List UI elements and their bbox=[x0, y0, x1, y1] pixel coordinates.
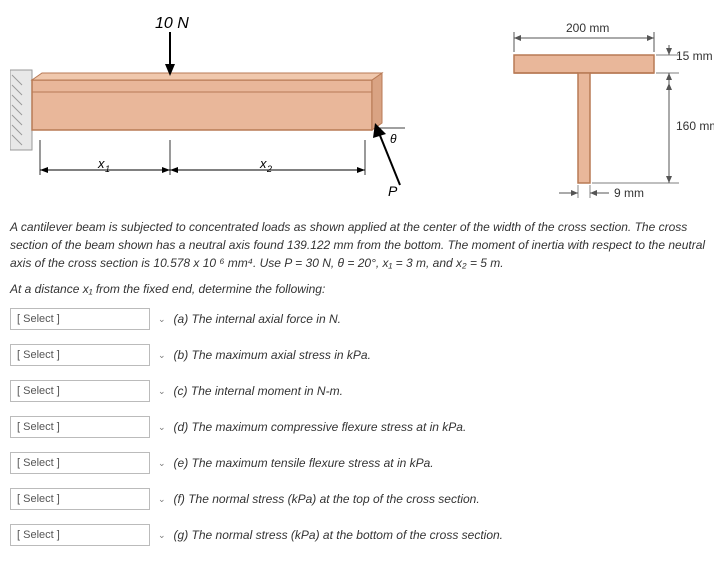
theta-label: θ bbox=[390, 132, 397, 146]
answer-select[interactable]: [ Select ] bbox=[10, 380, 150, 402]
answer-select[interactable]: [ Select ] bbox=[10, 308, 150, 330]
answer-select[interactable]: [ Select ] bbox=[10, 524, 150, 546]
question-label: (c) The internal moment in N-m. bbox=[174, 384, 343, 398]
question-row: [ Select ] ⌄ (f) The normal stress (kPa) a… bbox=[10, 488, 714, 510]
chevron-down-icon: ⌄ bbox=[158, 386, 166, 397]
section-web-label: 9 mm bbox=[614, 186, 644, 200]
question-label: (f) The normal stress (kPa) at the top o… bbox=[174, 492, 480, 506]
question-row: [ Select ] ⌄ (g) The normal stress (kPa) a… bbox=[10, 524, 714, 546]
section-depth-label: 160 mm bbox=[676, 119, 714, 133]
questions-list: [ Select ] ⌄ (a) The internal axial force … bbox=[10, 308, 714, 546]
question-row: [ Select ] ⌄ (c) The internal moment in N-… bbox=[10, 380, 714, 402]
chevron-down-icon: ⌄ bbox=[158, 530, 166, 541]
question-label: (a) The internal axial force in N. bbox=[174, 312, 341, 326]
question-label: (d) The maximum compressive flexure stre… bbox=[174, 420, 467, 434]
chevron-down-icon: ⌄ bbox=[158, 458, 166, 469]
answer-select[interactable]: [ Select ] bbox=[10, 488, 150, 510]
chevron-down-icon: ⌄ bbox=[158, 314, 166, 325]
question-label: (g) The normal stress (kPa) at the botto… bbox=[174, 528, 503, 542]
svg-text:2: 2 bbox=[266, 164, 272, 174]
cross-section-diagram: 200 mm 15 mm 160 mm bbox=[484, 10, 714, 203]
answer-select[interactable]: [ Select ] bbox=[10, 416, 150, 438]
question-row: [ Select ] ⌄ (e) The maximum tensile flexu… bbox=[10, 452, 714, 474]
section-width-label: 200 mm bbox=[566, 21, 609, 35]
svg-text:x: x bbox=[97, 156, 105, 171]
question-row: [ Select ] ⌄ (b) The maximum axial stress … bbox=[10, 344, 714, 366]
question-label: (b) The maximum axial stress in kPa. bbox=[174, 348, 371, 362]
question-row: [ Select ] ⌄ (d) The maximum compressive f… bbox=[10, 416, 714, 438]
p-label: P bbox=[388, 183, 398, 199]
chevron-down-icon: ⌄ bbox=[158, 494, 166, 505]
question-label: (e) The maximum tensile flexure stress a… bbox=[174, 456, 434, 470]
load-label: 10 N bbox=[155, 15, 189, 32]
problem-prompt: At a distance x₁ from the fixed end, det… bbox=[10, 282, 714, 296]
answer-select[interactable]: [ Select ] bbox=[10, 344, 150, 366]
question-row: [ Select ] ⌄ (a) The internal axial force … bbox=[10, 308, 714, 330]
svg-text:1: 1 bbox=[105, 164, 110, 174]
svg-text:x: x bbox=[259, 156, 267, 171]
beam-diagram: 10 N x 1 x 2 P θ bbox=[10, 10, 464, 203]
problem-statement: A cantilever beam is subjected to concen… bbox=[10, 218, 714, 272]
figure-area: 10 N x 1 x 2 P θ bbox=[10, 10, 714, 203]
chevron-down-icon: ⌄ bbox=[158, 350, 166, 361]
section-flange-label: 15 mm bbox=[676, 49, 713, 63]
chevron-down-icon: ⌄ bbox=[158, 422, 166, 433]
answer-select[interactable]: [ Select ] bbox=[10, 452, 150, 474]
